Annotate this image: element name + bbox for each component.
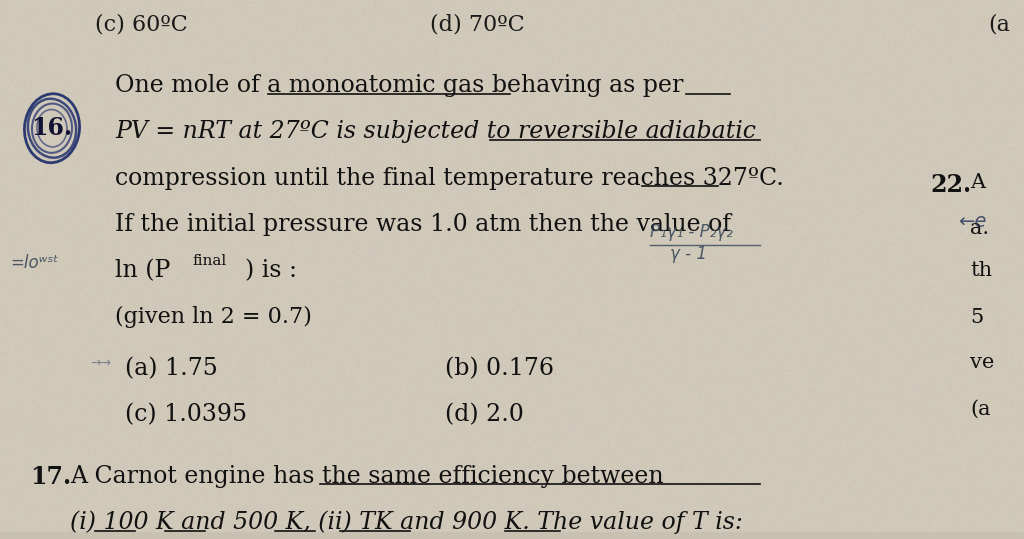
Text: th: th — [970, 261, 992, 280]
Text: (c) 60ºC: (c) 60ºC — [95, 14, 187, 36]
Text: 22.: 22. — [930, 172, 971, 197]
Text: ln (P: ln (P — [115, 259, 170, 282]
Text: (a: (a — [970, 399, 990, 418]
Text: (d) 70ºC: (d) 70ºC — [430, 14, 524, 36]
Text: A Carnot engine has the same efficiency between: A Carnot engine has the same efficiency … — [70, 465, 664, 488]
Text: One mole of a monoatomic gas behaving as per: One mole of a monoatomic gas behaving as… — [115, 74, 683, 97]
Text: 16.: 16. — [32, 116, 73, 140]
Text: ) is :: ) is : — [245, 259, 297, 282]
Text: 5: 5 — [970, 308, 983, 327]
Text: =loʷˢᵗ: =loʷˢᵗ — [10, 254, 58, 273]
Text: a.: a. — [970, 219, 989, 238]
Text: compression until the final temperature reaches 327ºC.: compression until the final temperature … — [115, 167, 784, 190]
Text: (c) 1.0395: (c) 1.0395 — [125, 403, 247, 426]
Text: P₁γ₁ - P₂γ₂: P₁γ₁ - P₂γ₂ — [650, 223, 733, 241]
Text: (given ln 2 = 0.7): (given ln 2 = 0.7) — [115, 306, 312, 328]
Text: (a: (a — [988, 14, 1010, 36]
Text: final: final — [193, 254, 226, 268]
Text: →→: →→ — [90, 357, 111, 370]
Text: (a) 1.75: (a) 1.75 — [125, 357, 218, 380]
Text: γ - 1: γ - 1 — [670, 245, 707, 262]
Text: (b) 0.176: (b) 0.176 — [445, 357, 554, 380]
Text: ←e: ←e — [958, 212, 986, 231]
Text: (d) 2.0: (d) 2.0 — [445, 403, 524, 426]
Text: 17.: 17. — [30, 465, 71, 488]
Text: (i) 100 K and 500 K, (ii) TK and 900 K. The value of T is:: (i) 100 K and 500 K, (ii) TK and 900 K. … — [70, 511, 742, 535]
Text: PV = nRT at 27ºC is subjected to reversible adiabatic: PV = nRT at 27ºC is subjected to reversi… — [115, 120, 756, 143]
Text: If the initial pressure was 1.0 atm then the value of: If the initial pressure was 1.0 atm then… — [115, 213, 731, 236]
Text: A: A — [970, 172, 985, 191]
Text: ve: ve — [970, 353, 994, 372]
